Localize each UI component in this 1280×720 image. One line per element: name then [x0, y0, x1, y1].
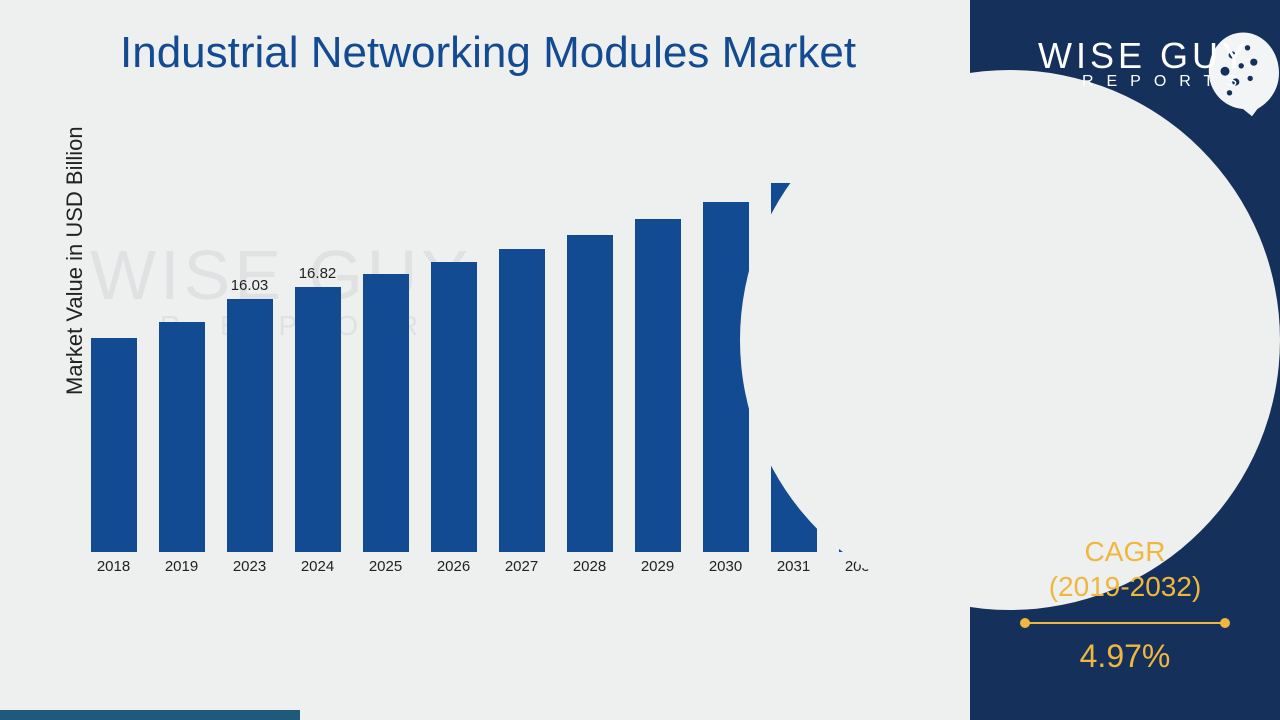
bar-2026: 2026 — [430, 240, 477, 575]
bar-rect — [227, 299, 273, 552]
cagr-divider — [1025, 622, 1225, 624]
x-tick-label: 2031 — [777, 558, 810, 575]
bar-value-label: 16.03 — [231, 277, 269, 295]
bar-rect — [159, 322, 205, 552]
bar-2029: 2029 — [634, 197, 681, 575]
x-tick-label: 2026 — [437, 558, 470, 575]
bar-rect — [431, 262, 477, 552]
x-tick-label: 2023 — [233, 558, 266, 575]
page: WISE GUY R E P O R T S Industrial Networ… — [0, 0, 1280, 720]
bar-rect — [567, 235, 613, 552]
x-tick-label: 2028 — [573, 558, 606, 575]
bar-rect — [363, 274, 409, 552]
chart-title: Industrial Networking Modules Market — [120, 30, 856, 76]
bar-value-label: 16.82 — [299, 265, 337, 283]
bar-rect — [499, 249, 545, 552]
x-tick-label: 2029 — [641, 558, 674, 575]
x-tick-label: 2025 — [369, 558, 402, 575]
bar-2027: 2027 — [498, 227, 545, 575]
bar-rect — [91, 338, 137, 552]
brand-name: WISE GUY — [1038, 35, 1250, 77]
bar-2018: 2018 — [90, 316, 137, 575]
bar-2024: 16.82 2024 — [294, 265, 341, 575]
bar-2019: 2019 — [158, 300, 205, 575]
x-tick-label: 2019 — [165, 558, 198, 575]
x-tick-label: 2030 — [709, 558, 742, 575]
brand-logo: WISE GUY REPORTS — [1038, 35, 1250, 91]
x-tick-label: 2024 — [301, 558, 334, 575]
cagr-box: CAGR (2019-2032) 4.97% — [995, 534, 1255, 675]
right-panel: WISE GUY REPORTS CAGR (2019-2032) 4.97% — [970, 0, 1280, 720]
bar-rect — [295, 287, 341, 552]
bar-2025: 2025 — [362, 252, 409, 575]
cagr-value: 4.97% — [995, 638, 1255, 675]
bar-2023: 16.03 2023 — [226, 277, 273, 575]
x-tick-label: 2018 — [97, 558, 130, 575]
cagr-label: CAGR (2019-2032) — [995, 534, 1255, 604]
bar-rect — [635, 219, 681, 552]
x-tick-label: 2027 — [505, 558, 538, 575]
bar-2028: 2028 — [566, 213, 613, 575]
bottom-accent-bar — [0, 710, 300, 720]
circle-cutout — [740, 70, 1280, 610]
